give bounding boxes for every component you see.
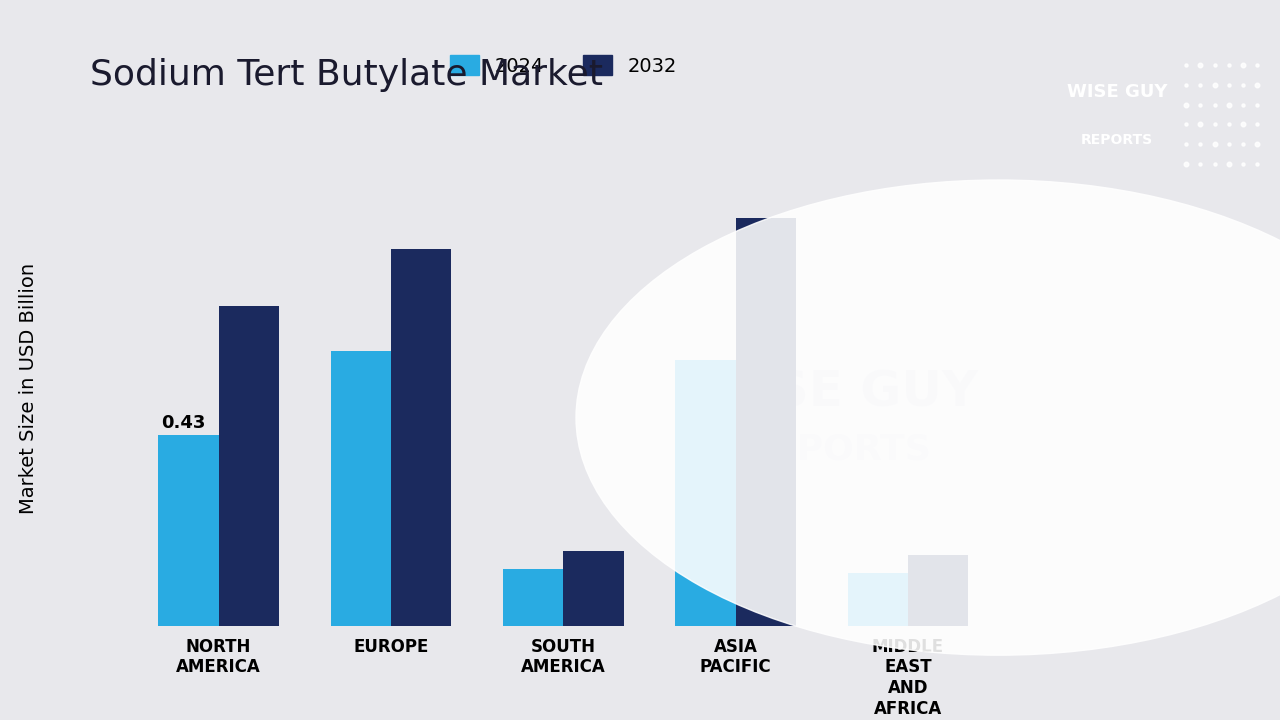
- Bar: [736, 217, 796, 626]
- Text: Market Size in USD Billion: Market Size in USD Billion: [19, 264, 37, 514]
- Legend: 2024, 2032: 2024, 2032: [442, 48, 685, 84]
- Text: REPORTS: REPORTS: [1080, 133, 1153, 147]
- Bar: [390, 248, 452, 626]
- Bar: [219, 307, 279, 626]
- Bar: [330, 351, 390, 626]
- Bar: [676, 360, 736, 626]
- Text: WISE GUY: WISE GUY: [699, 369, 978, 416]
- Text: Sodium Tert Butylate Market: Sodium Tert Butylate Market: [90, 58, 603, 91]
- Bar: [563, 551, 623, 626]
- Text: WISE GUY: WISE GUY: [1066, 83, 1167, 101]
- Bar: [159, 436, 219, 626]
- Text: 0.43: 0.43: [161, 414, 205, 432]
- Text: REPORTS: REPORTS: [745, 433, 932, 467]
- Bar: [503, 569, 563, 626]
- Bar: [908, 555, 968, 626]
- Bar: [847, 573, 908, 626]
